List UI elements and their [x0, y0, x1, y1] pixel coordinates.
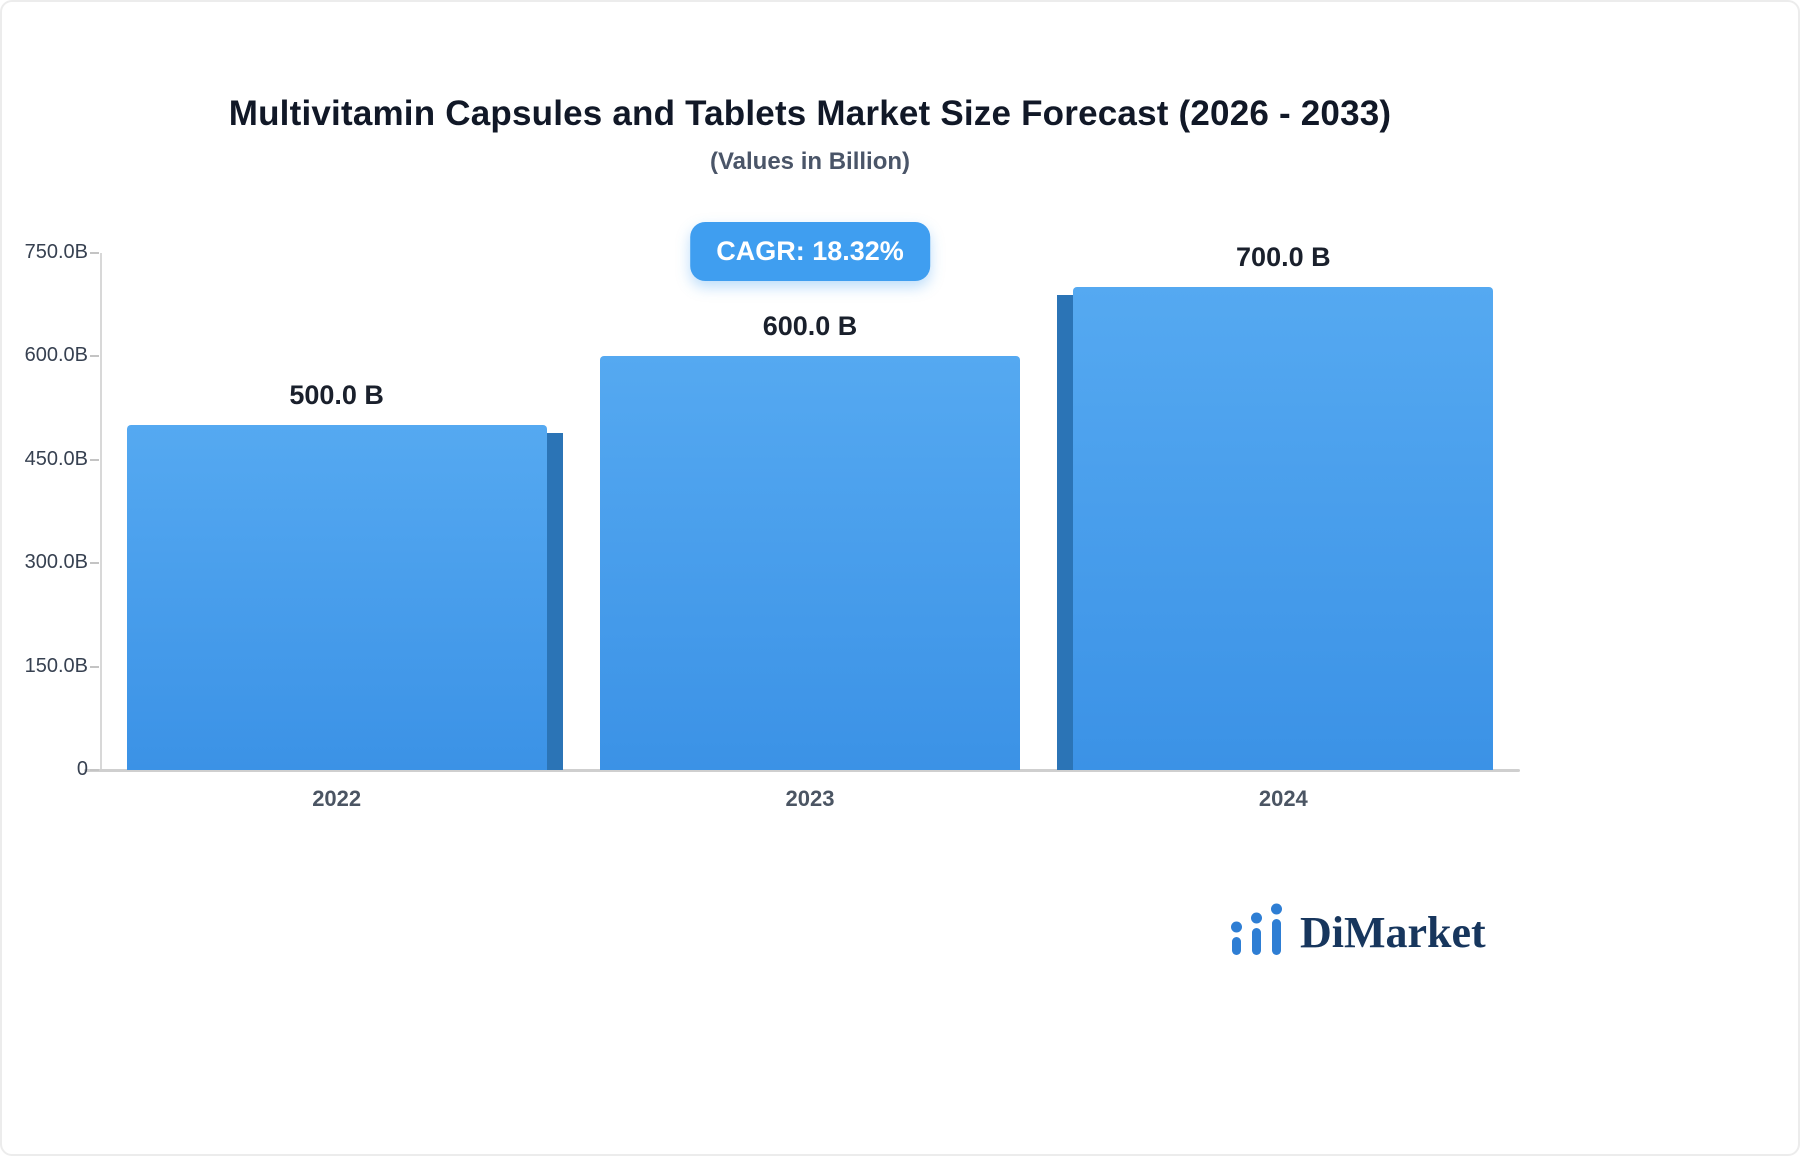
x-axis-baseline: [84, 769, 1520, 772]
y-axis-tick-label: 0: [76, 758, 88, 780]
bar-value-label: 500.0 B: [289, 380, 384, 411]
y-axis-tick-mark: [90, 355, 99, 358]
brand-logo: DiMarket: [1228, 901, 1486, 955]
cagr-badge: CAGR: 18.32%: [690, 222, 930, 281]
bar-value-label: 700.0 B: [1236, 242, 1331, 273]
bar-chart-dots-icon: [1231, 903, 1282, 955]
brand-name: DiMarket: [1300, 908, 1486, 957]
bar-value-label: 600.0 B: [762, 311, 858, 342]
x-axis-label-2024: 2024: [1258, 786, 1308, 811]
y-axis-tick-mark: [90, 562, 99, 565]
y-axis-tick-mark: [90, 665, 99, 668]
y-axis-tick-mark: [90, 769, 99, 771]
bar-2022: [126, 425, 547, 770]
y-axis-tick-label: 750.0B: [24, 241, 88, 263]
y-axis-tick-mark: [90, 252, 99, 254]
bar-2024: [1073, 287, 1494, 770]
x-axis-label-2022: 2022: [312, 786, 362, 811]
plot-area: 500.0 B 600.0 B 700.0 B: [100, 242, 1520, 770]
chart-title: Multivitamin Capsules and Tablets Market…: [228, 94, 1392, 133]
bar-side-shadow: [1057, 295, 1074, 770]
x-axis-label-2023: 2023: [785, 786, 835, 811]
bar-side-shadow: [546, 433, 563, 770]
chart-subtitle: (Values in Billion): [709, 148, 911, 175]
y-axis-tick-label: 300.0B: [24, 551, 88, 574]
y-axis-tick-label: 150.0B: [24, 654, 88, 677]
y-axis-tick-label: 450.0B: [24, 447, 88, 470]
bar-2023: [600, 356, 1020, 770]
y-axis-tick-label: 600.0B: [24, 344, 88, 367]
y-axis-line: [100, 253, 102, 770]
y-axis-tick-mark: [90, 458, 99, 461]
